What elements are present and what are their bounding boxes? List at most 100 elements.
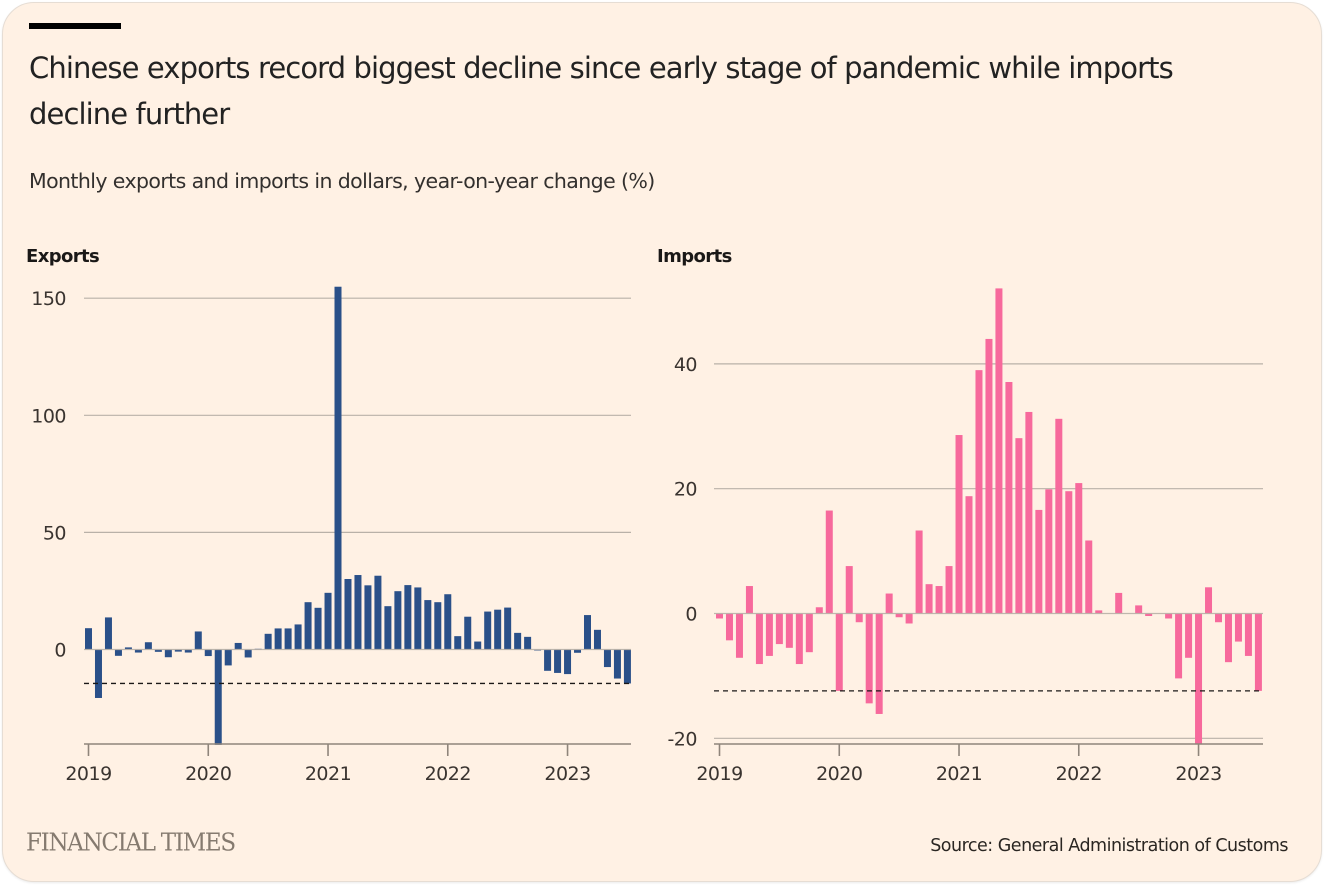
exports-bar: [464, 616, 472, 650]
source-note: Source: General Administration of Custom…: [930, 836, 1288, 856]
exports-bar: [593, 629, 601, 650]
exports-bar: [613, 649, 621, 679]
imports-bar: [1135, 605, 1143, 614]
imports-x-tick-label: 2020: [816, 763, 862, 785]
exports-y-tick-label: 150: [31, 288, 66, 310]
exports-chart: 0 50 100 150 2019 2020 2021 2022 2023: [31, 286, 631, 785]
exports-bar: [414, 587, 422, 650]
imports-y-tick-label: 20: [674, 479, 697, 501]
imports-bar: [765, 613, 773, 656]
imports-bar: [775, 613, 783, 645]
imports-bar: [1055, 418, 1063, 614]
imports-x-tick-label: 2019: [696, 763, 742, 785]
exports-bar: [134, 649, 142, 653]
imports-bar: [865, 613, 873, 704]
imports-bar: [1215, 613, 1222, 623]
exports-bar: [244, 649, 252, 658]
exports-bar: [114, 649, 122, 656]
imports-bar: [1234, 613, 1242, 642]
exports-bar: [554, 649, 562, 673]
chart-subtitle: Monthly exports and imports in dollars, …: [29, 169, 655, 193]
imports-x-tick-label: 2022: [1056, 763, 1102, 785]
exports-y-tick-label: 100: [31, 405, 66, 427]
exports-panel-title: Exports: [26, 246, 100, 267]
imports-bar: [716, 613, 723, 619]
exports-bar: [484, 611, 492, 650]
imports-panel-title: Imports: [657, 246, 732, 267]
imports-bar: [1065, 491, 1073, 614]
exports-bar: [444, 594, 452, 650]
exports-bar: [304, 602, 312, 650]
imports-bar: [945, 566, 953, 614]
exports-bar: [154, 649, 162, 652]
exports-bar: [314, 607, 322, 650]
imports-bar: [1045, 489, 1053, 614]
imports-bar: [1075, 483, 1083, 614]
imports-bar: [845, 566, 853, 614]
exports-x-tick-label: 2019: [65, 763, 111, 785]
imports-y-tick-label: 40: [674, 354, 697, 376]
imports-y-tick-label: 0: [685, 604, 697, 626]
exports-bar: [174, 649, 182, 652]
exports-bar: [214, 649, 222, 745]
exports-bar: [404, 585, 412, 650]
imports-bar: [935, 586, 943, 614]
imports-bar: [1115, 592, 1123, 614]
imports-bar: [875, 613, 883, 714]
exports-bar: [144, 642, 152, 650]
exports-bar: [234, 642, 242, 650]
imports-bar: [855, 613, 863, 623]
exports-bar: [384, 606, 392, 650]
exports-bar: [603, 649, 611, 668]
exports-bar: [474, 641, 482, 650]
imports-bar: [835, 613, 843, 691]
exports-bar: [454, 636, 462, 650]
imports-bar: [1205, 587, 1213, 614]
imports-bar: [905, 613, 913, 624]
exports-bar: [85, 628, 92, 650]
imports-bar: [1015, 438, 1023, 614]
imports-bar: [925, 584, 933, 614]
exports-bar: [584, 615, 591, 650]
imports-bar: [735, 613, 743, 658]
exports-bar: [104, 617, 112, 650]
imports-bar: [1095, 610, 1103, 614]
imports-x-tick-label: 2023: [1175, 763, 1221, 785]
exports-bar: [564, 649, 572, 675]
exports-x-tick-label: 2021: [305, 763, 351, 785]
exports-bar: [184, 649, 192, 653]
imports-bar: [995, 288, 1003, 614]
imports-bar: [1165, 613, 1173, 619]
chart-title: Chinese exports record biggest decline s…: [29, 51, 1174, 131]
imports-bar: [985, 338, 993, 614]
exports-bar: [374, 575, 382, 650]
imports-bar: [1224, 613, 1232, 663]
imports-bar: [965, 496, 973, 614]
exports-x-tick-label: 2022: [425, 763, 471, 785]
financial-times-logo: FINANCIAL TIMES: [26, 829, 236, 857]
exports-bar: [204, 649, 212, 657]
imports-bar: [815, 607, 823, 614]
imports-bar: [975, 370, 983, 614]
exports-bar: [284, 628, 292, 650]
imports-bar: [1244, 613, 1252, 656]
imports-bar: [785, 613, 793, 648]
imports-bar: [825, 510, 833, 614]
imports-bar: [1035, 509, 1043, 614]
exports-bar: [623, 649, 631, 684]
exports-bar: [264, 633, 272, 650]
imports-bar: [755, 613, 763, 665]
exports-x-tick-label: 2023: [544, 763, 590, 785]
imports-chart: -20 0 20 40 2019 2020 2021 2022 2023: [667, 288, 1263, 785]
exports-y-tick-label: 0: [54, 640, 66, 662]
imports-bar: [1145, 613, 1153, 616]
exports-bar: [364, 585, 372, 650]
exports-bar: [394, 591, 402, 650]
imports-x-tick-label: 2021: [936, 763, 982, 785]
imports-bar: [1195, 613, 1203, 745]
exports-bar: [194, 631, 202, 650]
exports-bar: [324, 592, 332, 650]
imports-bar: [1085, 540, 1093, 614]
exports-bar: [434, 602, 442, 650]
